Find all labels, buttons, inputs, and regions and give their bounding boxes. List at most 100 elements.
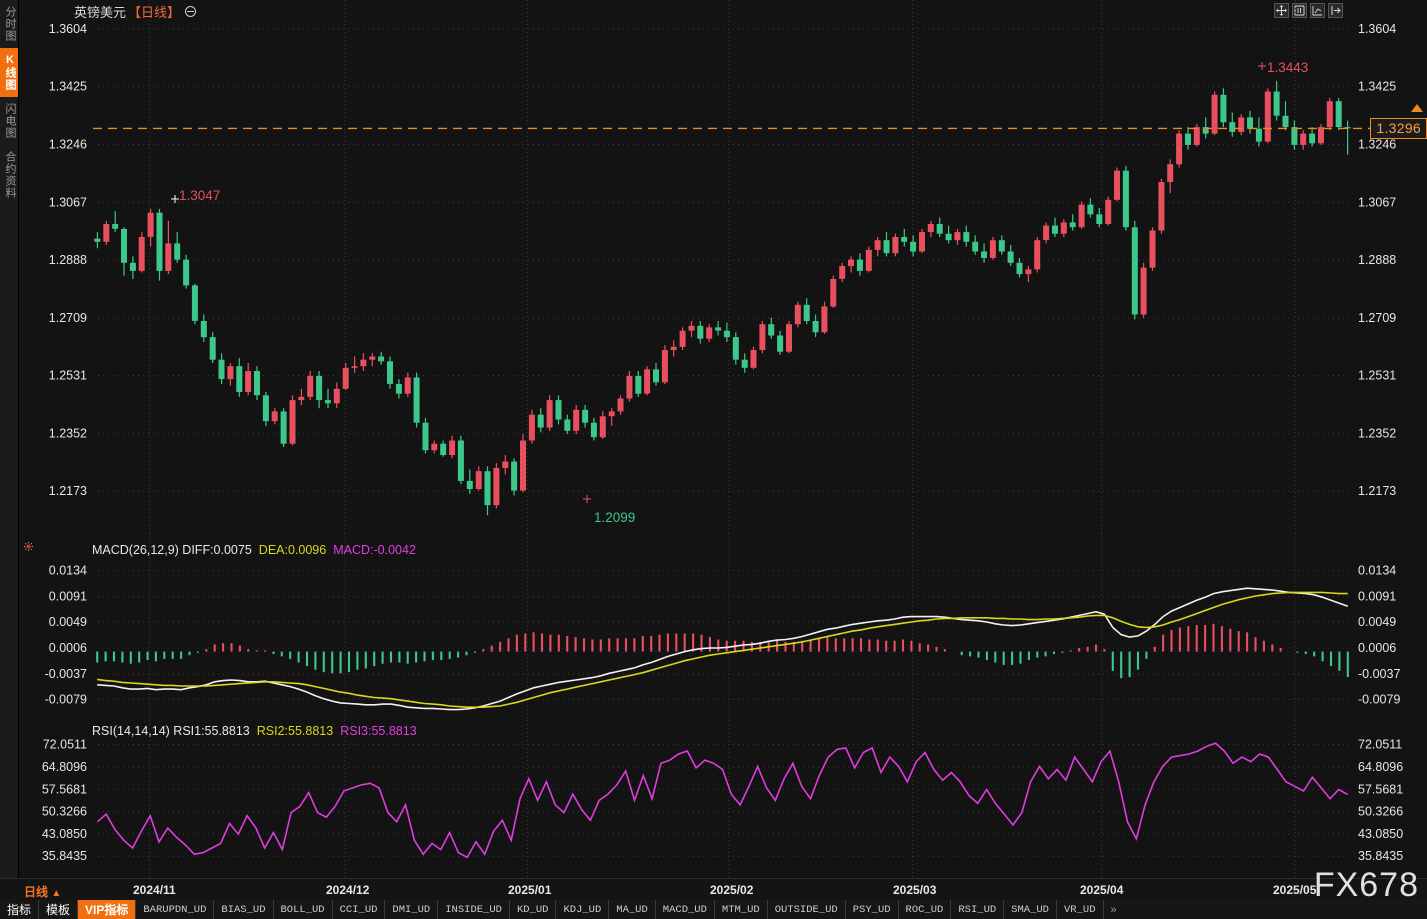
current-price-tag: 1.3296 (1370, 118, 1427, 139)
watermark: FX678 (1313, 866, 1419, 904)
macd-axis-tick-left: -0.0037 (45, 667, 87, 681)
date-tick-label: 2025/03 (893, 883, 937, 897)
annotation-low: 1.2099 (594, 510, 635, 525)
price-axis-tick-right: 1.3425 (1358, 80, 1396, 94)
symbol-label: 英镑美元 (74, 5, 127, 20)
rsi-chart-pane[interactable]: 72.0511 72.0511 64.8096 64.8096 57.5681 57.56… (19, 720, 1427, 878)
toolbar-item-kd-ud[interactable]: KD_UD (510, 900, 557, 919)
rsi-legend: RSI(14,14,14) RSI1:55.8813 RSI2:55.8813 RS… (92, 724, 424, 738)
price-axis-tick-right: 1.2352 (1358, 426, 1396, 440)
export-icon[interactable] (1328, 3, 1343, 18)
macd-axis-tick-left: 0.0091 (49, 590, 87, 604)
sidebar-item-label: 闪电图 (4, 103, 16, 139)
rsi-axis-tick-right: 35.8435 (1358, 849, 1403, 863)
toolbar-item-vr-ud[interactable]: VR_UD (1057, 900, 1104, 919)
price-axis-tick-right: 1.2531 (1358, 369, 1396, 383)
macd-axis-tick-right: 0.0049 (1358, 615, 1396, 629)
price-axis-tick-left: 1.3604 (49, 22, 87, 36)
price-axis-tick-right: 1.3246 (1358, 138, 1396, 152)
macd-axis-tick-right: 0.0006 (1358, 641, 1396, 655)
price-axis-tick-right: 1.3604 (1358, 22, 1396, 36)
rsi-axis-tick-left: 64.8096 (42, 760, 87, 774)
info-badge-icon[interactable] (185, 6, 197, 17)
price-axis-tick-left: 1.3067 (49, 195, 87, 209)
date-axis: 日线 ▲ 2024/11 2024/12 2025/01 2025/02 2025/03… (0, 878, 1427, 900)
toolbar-item-boll-ud[interactable]: BOLL_UD (274, 900, 333, 919)
crosshair-icon[interactable] (1274, 3, 1289, 18)
rsi-legend-title: RSI(14,14,14) RSI1:55.8813 (92, 724, 250, 738)
measure-icon[interactable] (1292, 3, 1307, 18)
toolbar-item-macd-ud[interactable]: MACD_UD (656, 900, 715, 919)
date-tick-label: 2025/02 (710, 883, 754, 897)
toolbar-item-dmi-ud[interactable]: DMI_UD (385, 900, 439, 919)
sidebar-item-label: 分时图 (4, 6, 16, 42)
toolbar-item-kdj-ud[interactable]: KDJ_UD (556, 900, 610, 919)
macd-axis-tick-left: 0.0049 (49, 615, 87, 629)
toolbar-item-outside-ud[interactable]: OUTSIDE_UD (768, 900, 846, 919)
macd-legend: MACD(26,12,9) DIFF:0.0075 DEA:0.0096 MACD:… (92, 543, 423, 557)
price-axis-tick-right: 1.2888 (1358, 253, 1396, 267)
macd-line-dea (97, 591, 1348, 708)
toolbar-item-rsi-ud[interactable]: RSI_UD (951, 900, 1005, 919)
annotation-high: 1.3443 (1267, 60, 1308, 75)
toolbar-item-mtm-ud[interactable]: MTM_UD (715, 900, 768, 919)
macd-legend-dea: DEA:0.0096 (258, 543, 327, 557)
sidebar-item-flash-chart[interactable]: 闪电图 (0, 97, 18, 145)
toolbar-item-sma-ud[interactable]: SMA_UD (1004, 900, 1057, 919)
toolbar-item-ma-ud[interactable]: MA_UD (609, 900, 656, 919)
sidebar-item-contract-info[interactable]: 合约资料 (0, 145, 18, 205)
price-chart-pane[interactable]: 1.3604 1.3604 1.3425 1.3425 1.3246 1.3246 1.30… (19, 0, 1427, 534)
macd-axis-tick-left: -0.0079 (45, 692, 87, 706)
date-tick-label: 2025/01 (508, 883, 552, 897)
rsi-axis-tick-right: 64.8096 (1358, 760, 1403, 774)
toolbar-item-roc-ud[interactable]: ROC_UD (899, 900, 952, 919)
macd-histogram (96, 623, 1349, 679)
macd-settings-icon[interactable] (24, 542, 33, 551)
toolbar-item-bias-ud[interactable]: BIAS_UD (214, 900, 274, 919)
macd-line-diff (97, 587, 1349, 711)
period-selector[interactable]: 日线 ▲ (24, 883, 61, 900)
date-tick-label: 2024/11 (133, 883, 176, 897)
extreme-marker-icon (1258, 62, 1266, 70)
period-selector-arrow-icon: ▲ (51, 888, 62, 899)
toolbar-item-[interactable]: 指标 (0, 900, 40, 919)
macd-legend-title: MACD(26,12,9) DIFF:0.0075 (92, 543, 252, 557)
left-sidebar: 分时图 K线图闪电图合约资料 (0, 0, 19, 900)
price-axis-tick-left: 1.2709 (49, 311, 87, 325)
macd-axis-tick-right: 0.0134 (1358, 564, 1396, 578)
annotation-early-high: 1.3047 (179, 188, 220, 203)
rsi-axis-tick-right: 50.3266 (1358, 805, 1403, 819)
macd-axis-tick-left: 0.0134 (49, 564, 87, 578)
price-axis-tick-left: 1.3246 (49, 138, 87, 152)
macd-axis-tick-right: -0.0037 (1358, 667, 1400, 681)
price-axis-tick-right: 1.3067 (1358, 195, 1396, 209)
toolbar-item-cci-ud[interactable]: CCI_UD (333, 900, 386, 919)
candlestick-series (94, 80, 1351, 516)
rsi-axis-tick-left: 72.0511 (43, 738, 87, 752)
price-axis-tick-left: 1.2352 (49, 426, 87, 440)
price-axis-tick-left: 1.2888 (49, 253, 87, 267)
date-tick-label: 2025/04 (1080, 883, 1124, 897)
trend-icon[interactable] (1310, 3, 1325, 18)
rsi-legend-rsi3: RSI3:55.8813 (340, 724, 417, 738)
toolbar-item-[interactable]: 模板 (39, 900, 79, 919)
macd-chart-pane[interactable]: 0.0134 0.0134 0.0091 0.0091 0.0049 0.0049 0.00… (19, 534, 1427, 720)
sidebar-item-candle-chart[interactable]: K线图 (0, 48, 18, 97)
toolbar-item-vip[interactable]: VIP指标 (78, 900, 137, 919)
toolbar-item-psy-ud[interactable]: PSY_UD (846, 900, 899, 919)
date-tick-label: 2024/12 (326, 883, 370, 897)
rsi-axis-tick-left: 57.5681 (42, 782, 87, 796)
price-axis-tick-left: 1.3425 (49, 80, 87, 94)
rsi-axis-tick-left: 43.0850 (42, 827, 87, 841)
rsi-axis-tick-right: 57.5681 (1358, 782, 1403, 796)
toolbar-item-barupdn-ud[interactable]: BARUPDN_UD (136, 900, 215, 919)
toolbar-item-[interactable]: » (1110, 903, 1117, 916)
macd-axis-tick-right: -0.0079 (1358, 692, 1400, 706)
extreme-marker-icon (583, 495, 591, 503)
macd-legend-macd: MACD:-0.0042 (333, 543, 416, 557)
extreme-marker-icon (171, 195, 179, 203)
sidebar-item-time-chart[interactable]: 分时图 (0, 0, 18, 48)
toolbar-item-inside-ud[interactable]: INSIDE_UD (438, 900, 510, 919)
price-axis-tick-left: 1.2531 (49, 369, 87, 383)
